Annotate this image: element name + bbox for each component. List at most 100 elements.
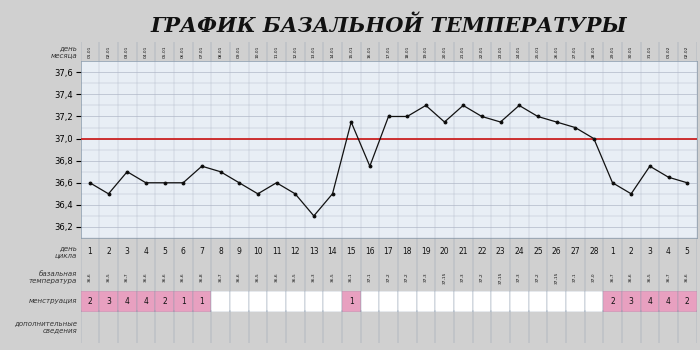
Bar xyxy=(118,290,136,312)
Text: 18: 18 xyxy=(402,247,412,256)
Bar xyxy=(454,290,473,312)
Text: 37,1: 37,1 xyxy=(368,273,372,282)
Text: 2: 2 xyxy=(610,296,615,306)
Text: 36,5: 36,5 xyxy=(330,273,335,282)
Bar xyxy=(678,290,696,312)
Text: 36,5: 36,5 xyxy=(256,273,260,282)
Text: 19.01: 19.01 xyxy=(424,46,428,58)
Bar xyxy=(398,290,416,312)
Text: 36,7: 36,7 xyxy=(666,273,671,282)
Text: 11.01: 11.01 xyxy=(274,46,279,58)
Text: 36,8: 36,8 xyxy=(199,273,204,282)
Text: 4: 4 xyxy=(648,296,652,306)
Text: 1: 1 xyxy=(199,296,204,306)
Text: 04.01: 04.01 xyxy=(144,46,148,58)
Text: 37,0: 37,0 xyxy=(592,273,596,282)
Text: 08.01: 08.01 xyxy=(218,46,223,58)
Text: 13.01: 13.01 xyxy=(312,46,316,58)
Bar xyxy=(566,290,584,312)
Text: 37,15: 37,15 xyxy=(442,271,447,284)
Text: 37,2: 37,2 xyxy=(386,273,391,282)
Text: 37,2: 37,2 xyxy=(480,273,484,282)
Text: 31.01: 31.01 xyxy=(648,46,652,58)
Text: 9: 9 xyxy=(237,247,242,256)
Text: 3: 3 xyxy=(629,296,634,306)
Text: 2: 2 xyxy=(88,296,92,306)
Bar xyxy=(416,290,435,312)
Text: 4: 4 xyxy=(125,296,130,306)
Text: 1: 1 xyxy=(88,247,92,256)
Text: 23: 23 xyxy=(496,247,505,256)
Text: 12: 12 xyxy=(290,247,300,256)
Text: 3: 3 xyxy=(125,247,130,256)
Text: 26: 26 xyxy=(552,247,561,256)
Text: 1: 1 xyxy=(181,296,186,306)
Bar xyxy=(640,290,659,312)
Text: 37,2: 37,2 xyxy=(536,273,540,282)
Text: 3: 3 xyxy=(648,247,652,256)
Text: 17.01: 17.01 xyxy=(386,46,391,58)
Text: 12.01: 12.01 xyxy=(293,46,298,58)
Text: 37,1: 37,1 xyxy=(573,273,578,282)
Text: 14: 14 xyxy=(328,247,337,256)
Bar xyxy=(193,290,211,312)
Bar xyxy=(248,290,267,312)
Text: 36,6: 36,6 xyxy=(237,273,241,282)
Text: 36,5: 36,5 xyxy=(293,273,298,282)
Text: 23.01: 23.01 xyxy=(498,46,503,58)
Text: 5: 5 xyxy=(685,247,690,256)
Text: 36,6: 36,6 xyxy=(629,273,634,282)
Bar xyxy=(473,290,491,312)
Text: 26.01: 26.01 xyxy=(554,46,559,58)
Text: 20: 20 xyxy=(440,247,449,256)
Text: 7: 7 xyxy=(199,247,204,256)
Text: 36,6: 36,6 xyxy=(181,273,186,282)
Text: 36,6: 36,6 xyxy=(88,273,92,282)
Text: 4: 4 xyxy=(144,247,148,256)
Bar xyxy=(379,290,398,312)
Text: 36,7: 36,7 xyxy=(610,273,615,282)
Bar xyxy=(659,290,678,312)
Text: 22: 22 xyxy=(477,247,486,256)
Text: день
цикла: день цикла xyxy=(55,245,77,258)
Text: 05.01: 05.01 xyxy=(162,46,167,58)
Text: 24: 24 xyxy=(514,247,524,256)
Bar xyxy=(211,290,230,312)
Text: менструация: менструация xyxy=(29,298,77,304)
Text: дополнительные
сведения: дополнительные сведения xyxy=(14,320,77,333)
Text: 10: 10 xyxy=(253,247,262,256)
Text: 06.01: 06.01 xyxy=(181,46,186,58)
Text: 37,2: 37,2 xyxy=(405,273,409,282)
Bar xyxy=(491,290,510,312)
Text: 36,5: 36,5 xyxy=(106,273,111,282)
Bar xyxy=(230,290,248,312)
Text: 30.01: 30.01 xyxy=(629,46,634,58)
Text: 19: 19 xyxy=(421,247,430,256)
Text: 1: 1 xyxy=(349,296,354,306)
Bar xyxy=(136,290,155,312)
Bar xyxy=(603,290,622,312)
Text: 01.01: 01.01 xyxy=(88,46,92,58)
Text: 21: 21 xyxy=(458,247,468,256)
Text: 36,5: 36,5 xyxy=(648,273,652,282)
Bar xyxy=(80,290,99,312)
Text: 5: 5 xyxy=(162,247,167,256)
Text: 4: 4 xyxy=(666,247,671,256)
Text: 25: 25 xyxy=(533,247,542,256)
Text: 22.01: 22.01 xyxy=(480,46,484,58)
Bar xyxy=(360,290,379,312)
Text: 29.01: 29.01 xyxy=(610,46,615,58)
Bar xyxy=(174,290,192,312)
Text: 03.01: 03.01 xyxy=(125,46,130,58)
Text: ГРАФИК БАЗАЛЬНОЙ ТЕМПЕРАТУРЫ: ГРАФИК БАЗАЛЬНОЙ ТЕМПЕРАТУРЫ xyxy=(150,16,626,36)
Text: день
месяца: день месяца xyxy=(50,45,77,58)
Text: 21.01: 21.01 xyxy=(461,46,466,58)
Text: 36,6: 36,6 xyxy=(162,273,167,282)
Text: 18.01: 18.01 xyxy=(405,46,409,58)
Bar xyxy=(528,290,547,312)
Bar xyxy=(547,290,566,312)
Bar xyxy=(267,290,286,312)
Text: 2: 2 xyxy=(106,247,111,256)
Bar xyxy=(155,290,174,312)
Text: 09.01: 09.01 xyxy=(237,46,241,58)
